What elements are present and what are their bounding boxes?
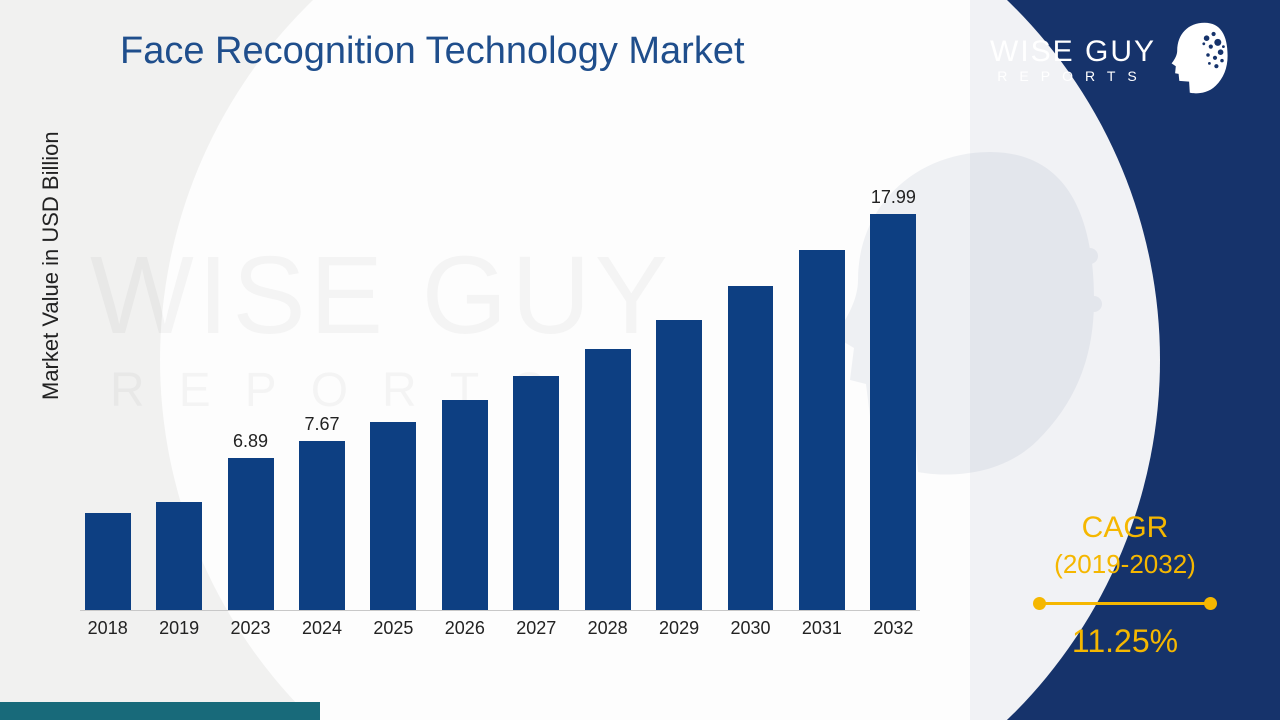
cagr-label: CAGR: [1010, 511, 1240, 545]
bar-slot: 7.672024: [295, 441, 348, 610]
bar-slot: 9.532026: [438, 400, 491, 610]
x-tick-label: 2018: [88, 618, 128, 639]
bar-slot: 16.382031: [795, 250, 848, 610]
bar: [299, 441, 345, 610]
bar: [513, 376, 559, 610]
x-tick-label: 2019: [159, 618, 199, 639]
x-tick-label: 2024: [302, 618, 342, 639]
x-tick-label: 2025: [373, 618, 413, 639]
bar-slot: 14.712030: [724, 286, 777, 610]
bar: [228, 458, 274, 610]
bar-chart: 4.42018 4.92019 6.892023 7.672024 8.552025 9.…: [80, 170, 920, 610]
bar: [728, 286, 774, 610]
x-tick-label: 2026: [445, 618, 485, 639]
bar-value-label: 6.89: [233, 431, 268, 452]
bar: [656, 320, 702, 610]
bar-slot: 13.22029: [652, 320, 705, 610]
cagr-value: 11.25%: [1010, 623, 1240, 660]
y-axis-label: Market Value in USD Billion: [38, 131, 64, 400]
x-tick-label: 2029: [659, 618, 699, 639]
logo-sub-text: REPORTS: [990, 69, 1156, 84]
bar: [870, 214, 916, 610]
wiseguy-logo: WISE GUY REPORTS: [990, 20, 1250, 100]
bar-value-label: 17.99: [871, 187, 916, 208]
bar: [442, 400, 488, 610]
chart-title: Face Recognition Technology Market: [120, 30, 745, 73]
bar-slot: 11.852028: [581, 349, 634, 610]
bottom-strip: [0, 702, 320, 720]
x-tick-label: 2023: [231, 618, 271, 639]
x-tick-label: 2027: [516, 618, 556, 639]
bar: [156, 502, 202, 610]
cagr-divider: [1040, 602, 1210, 605]
bar-slot: 4.42018: [81, 513, 134, 610]
x-tick-label: 2031: [802, 618, 842, 639]
bar-slot: 6.892023: [224, 458, 277, 610]
x-tick-label: 2032: [873, 618, 913, 639]
bar: [585, 349, 631, 610]
x-axis-line: [80, 610, 920, 611]
bar-value-label: 7.67: [304, 414, 339, 435]
bar: [370, 422, 416, 610]
bar-slot: 4.92019: [152, 502, 205, 610]
bar: [799, 250, 845, 610]
x-tick-label: 2030: [730, 618, 770, 639]
cagr-range: (2019-2032): [1010, 549, 1240, 580]
x-tick-label: 2028: [588, 618, 628, 639]
bar-slot: 8.552025: [367, 422, 420, 610]
bar: [85, 513, 131, 610]
bar-slot: 17.992032: [867, 214, 920, 610]
cagr-block: CAGR (2019-2032) 11.25%: [1010, 511, 1240, 660]
bar-slot: 10.622027: [510, 376, 563, 610]
logo-head-icon: [1166, 20, 1236, 100]
logo-main-text: WISE GUY: [990, 36, 1156, 68]
